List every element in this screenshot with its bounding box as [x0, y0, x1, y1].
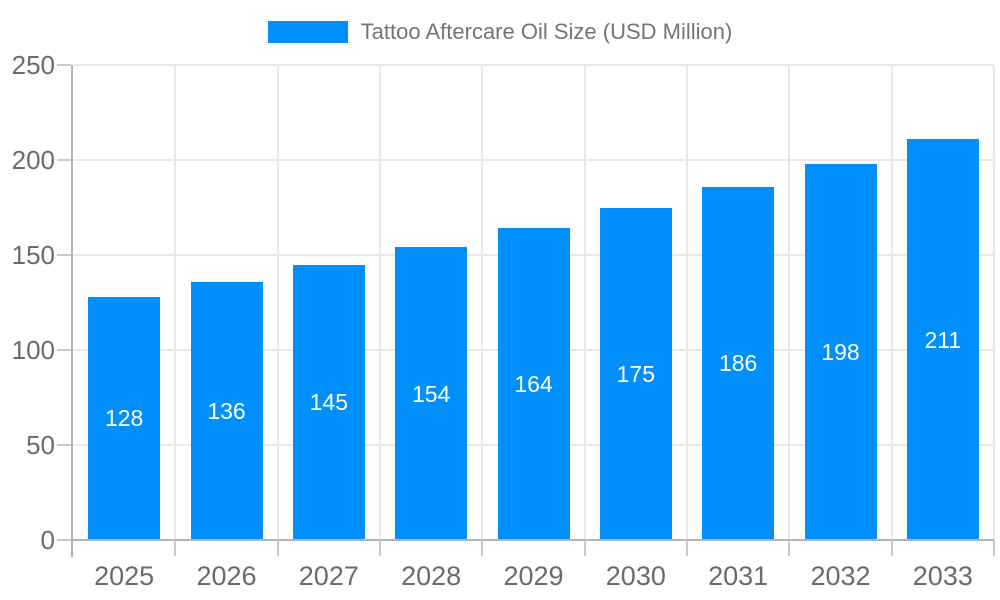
bar-value-label: 175 — [616, 360, 656, 387]
y-axis-tick — [57, 159, 71, 161]
x-axis-tick — [379, 540, 381, 556]
bar-value-label: 186 — [718, 350, 758, 377]
x-axis-tick — [686, 540, 688, 556]
x-axis-label: 2033 — [912, 561, 973, 591]
y-axis-tick — [57, 349, 71, 351]
bar-2027[interactable]: 145 — [292, 264, 365, 540]
plot-area: 128 136 145 154 164 175 186 198 211 — [73, 64, 995, 540]
x-axis-line — [73, 539, 994, 541]
bar-value-label: 164 — [514, 371, 553, 398]
gridline-vertical — [276, 65, 279, 540]
x-axis-tick — [276, 540, 279, 556]
bar-2032[interactable]: 198 — [804, 163, 877, 540]
bar-value-label: 198 — [821, 338, 860, 365]
gridline-vertical — [583, 65, 586, 540]
gridline-horizontal — [73, 159, 994, 161]
gridline-vertical — [890, 65, 893, 540]
x-axis-label: 2026 — [196, 561, 257, 591]
y-axis-tick — [57, 64, 71, 66]
x-axis-tick — [788, 540, 791, 556]
y-axis-tick — [57, 539, 71, 541]
legend-label: Tattoo Aftercare Oil Size (USD Million) — [360, 19, 733, 44]
y-axis-label: 0 — [40, 525, 55, 555]
bar-2029[interactable]: 164 — [497, 228, 570, 540]
gridline-vertical — [174, 65, 177, 540]
bar-2031[interactable]: 186 — [702, 186, 775, 540]
x-axis-label: 2029 — [503, 561, 564, 591]
bar-value-label: 145 — [309, 389, 349, 416]
x-axis-tick — [481, 540, 484, 556]
gridline-vertical — [686, 65, 688, 540]
x-axis-label: 2025 — [94, 561, 155, 591]
y-axis-tick — [57, 254, 71, 256]
y-axis-tick — [57, 444, 71, 446]
legend-swatch-icon — [267, 21, 348, 43]
x-axis-label: 2027 — [298, 561, 359, 591]
bar-2025[interactable]: 128 — [88, 296, 161, 540]
y-axis-line — [71, 65, 73, 557]
bar-2028[interactable]: 154 — [395, 247, 468, 540]
legend[interactable]: Tattoo Aftercare Oil Size (USD Million) — [0, 14, 1000, 50]
gridline-horizontal — [73, 64, 994, 66]
x-axis-label: 2032 — [810, 561, 871, 591]
y-axis-label: 250 — [11, 50, 55, 80]
x-axis-tick — [890, 540, 893, 556]
bar-value-label: 154 — [411, 380, 451, 407]
y-axis-label: 150 — [11, 240, 55, 270]
y-axis-label: 200 — [11, 145, 55, 175]
x-axis-tick — [174, 540, 177, 556]
x-axis-label: 2028 — [401, 561, 462, 591]
bar-2030[interactable]: 175 — [599, 207, 672, 540]
x-axis-tick — [993, 540, 995, 556]
bar-2026[interactable]: 136 — [190, 281, 263, 540]
gridline-vertical — [993, 65, 995, 540]
bar-2033[interactable]: 211 — [906, 139, 979, 540]
bar-value-label: 211 — [924, 326, 962, 353]
x-axis-label: 2030 — [605, 561, 666, 591]
bar-value-label: 128 — [104, 405, 144, 432]
gridline-vertical — [379, 65, 381, 540]
x-axis-label: 2031 — [708, 561, 769, 591]
bar-value-label: 136 — [207, 397, 246, 424]
y-axis-label: 50 — [26, 430, 55, 460]
gridline-vertical — [788, 65, 791, 540]
x-axis-tick — [583, 540, 586, 556]
gridline-vertical — [481, 65, 484, 540]
y-axis-label: 100 — [11, 335, 55, 365]
